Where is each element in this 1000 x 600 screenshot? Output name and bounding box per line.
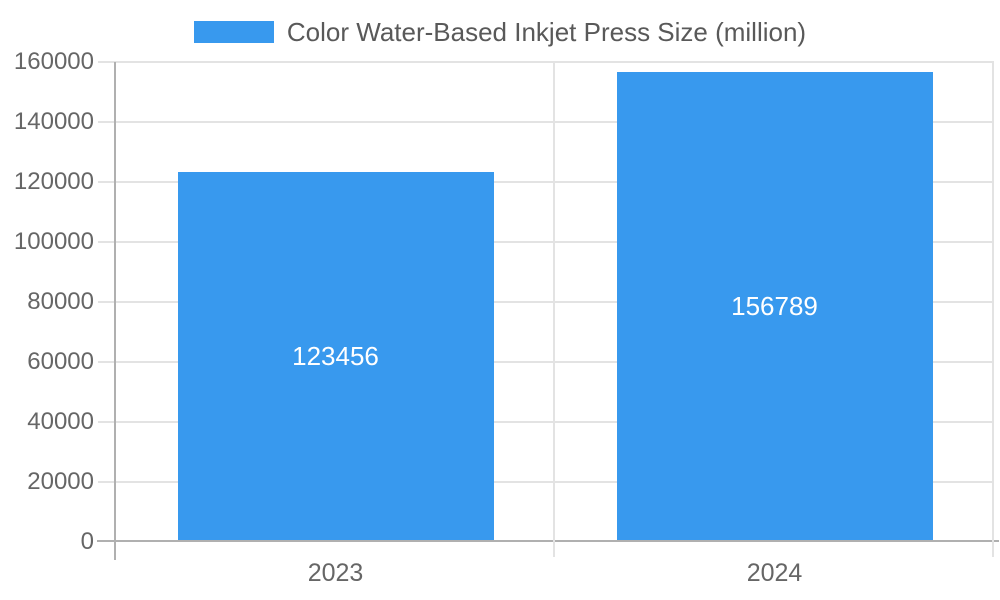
y-axis-tick-label: 160000 [13,48,94,75]
y-axis-tick-label: 0 [80,527,94,555]
gridline [98,120,994,123]
y-axis-tick-label: 60000 [27,347,94,375]
gridline [98,180,994,183]
gridline [98,420,994,423]
y-axis-tick-label: 80000 [27,287,94,315]
y-axis-line [114,62,116,560]
y-axis-tick-label: 100000 [13,227,94,255]
y-axis-tick-label: 20000 [27,467,94,495]
gridline [98,61,994,63]
y-axis-tick-label: 140000 [13,107,94,135]
x-axis-category-label: 2023 [307,559,364,587]
gridline [98,480,994,483]
category-separator-line [992,62,994,557]
y-axis-tick-label: 120000 [13,167,94,195]
gridline [98,360,994,363]
gridline [98,240,994,243]
legend-swatch-icon [193,21,274,43]
plot-area: 123456 156789 [98,61,994,542]
gridline [98,300,994,303]
x-axis-line [97,540,999,542]
bar: 123456 [177,171,494,542]
y-axis-tick-label: 40000 [27,407,94,435]
bar-value-label: 123456 [292,341,379,372]
bar-value-label: 156789 [731,291,818,322]
category-separator-line [553,62,555,557]
legend-label: Color Water-Based Inkjet Press Size (mil… [286,17,807,47]
chart-legend: Color Water-Based Inkjet Press Size (mil… [0,17,1000,47]
bar: 156789 [616,71,933,542]
x-axis-category-label: 2024 [746,559,803,587]
